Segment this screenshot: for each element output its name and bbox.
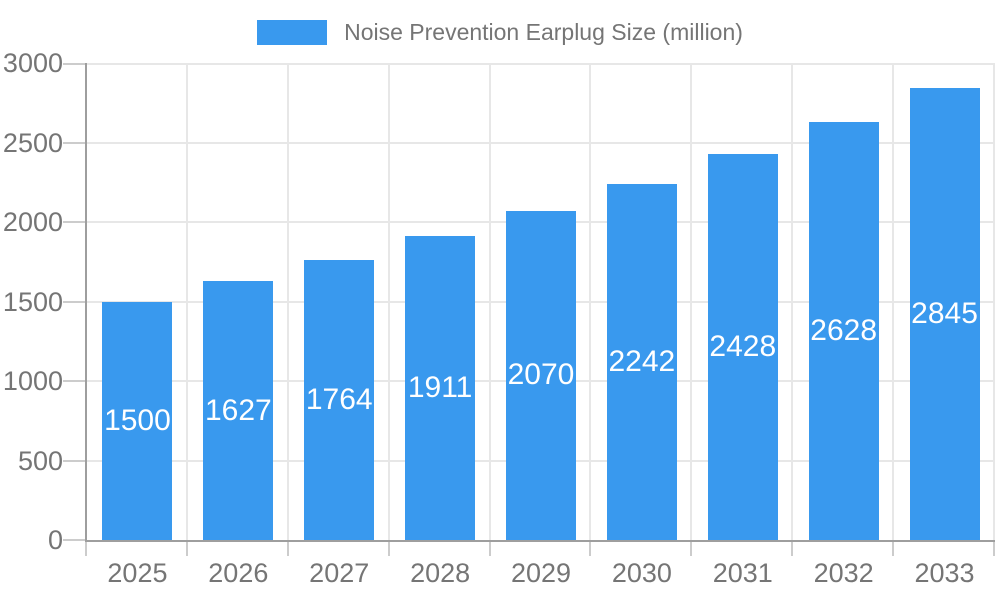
- x-tick-label: 2031: [712, 558, 773, 588]
- x-tick-label: 2032: [813, 558, 874, 588]
- x-tick-label: 2027: [309, 558, 370, 588]
- y-tick-mark: [63, 539, 87, 541]
- legend-swatch: [257, 19, 328, 45]
- y-tick-label: 500: [17, 446, 63, 476]
- bar-value-label: 1911: [407, 371, 473, 405]
- bar-2032[interactable]: 2628: [808, 122, 879, 540]
- x-gridline: [186, 63, 188, 540]
- bar-value-label: 2628: [810, 314, 878, 348]
- bar-value-label: 1627: [204, 393, 272, 427]
- y-axis-line: [85, 63, 87, 542]
- y-gridline: [87, 142, 995, 144]
- legend-item[interactable]: Noise Prevention Earplug Size (million): [257, 19, 743, 45]
- bar-value-label: 1500: [104, 403, 171, 437]
- y-tick-label: 1500: [2, 287, 63, 317]
- y-tick-mark: [63, 380, 87, 382]
- x-tick-mark: [388, 540, 390, 556]
- bar-2033[interactable]: 2845: [909, 87, 980, 540]
- y-tick-label: 3000: [2, 48, 63, 78]
- bar-2030[interactable]: 2242: [606, 183, 677, 540]
- x-tick-mark: [186, 540, 188, 556]
- bar-2031[interactable]: 2428: [707, 153, 778, 540]
- y-tick-mark: [63, 221, 87, 223]
- x-gridline: [388, 63, 390, 540]
- x-tick-label: 2033: [914, 558, 975, 588]
- x-tick-mark: [892, 540, 894, 556]
- bar-2029[interactable]: 2070: [506, 210, 576, 540]
- bar-value-label: 1764: [305, 382, 373, 416]
- y-tick-label: 2000: [2, 207, 63, 237]
- x-axis-line: [85, 540, 995, 542]
- legend-label: Noise Prevention Earplug Size (million): [344, 19, 743, 45]
- x-tick-mark: [589, 540, 591, 556]
- x-gridline: [489, 63, 491, 540]
- bar-value-label: 2242: [608, 344, 676, 378]
- bar-value-label: 2070: [507, 358, 575, 392]
- y-tick-label: 0: [47, 525, 63, 555]
- bar-2026[interactable]: 1627: [203, 281, 274, 540]
- y-tick-mark: [63, 63, 87, 65]
- x-gridline: [993, 63, 995, 540]
- y-gridline: [87, 63, 995, 65]
- x-tick-label: 2030: [611, 558, 672, 588]
- x-gridline: [892, 63, 894, 540]
- y-tick-mark: [63, 142, 87, 144]
- plot-area: 0 500 1000 1500 2000 2500 3000 2025 2026 2027 2028…: [3, 49, 995, 588]
- y-tick-mark: [63, 301, 87, 303]
- x-gridline: [589, 63, 591, 540]
- bar-value-label: 2428: [709, 329, 777, 363]
- bar-2028[interactable]: 1911: [405, 236, 476, 540]
- x-gridline: [791, 63, 793, 540]
- bar-value-label: 2845: [911, 296, 978, 330]
- x-tick-label: 2026: [208, 558, 269, 588]
- legend: Noise Prevention Earplug Size (million): [0, 19, 1000, 45]
- x-tick-label: 2028: [410, 558, 471, 588]
- x-tick-mark: [791, 540, 793, 556]
- x-tick-mark: [489, 540, 491, 556]
- x-tick-mark: [85, 540, 87, 556]
- y-tick-mark: [63, 460, 87, 462]
- x-tick-mark: [993, 540, 995, 556]
- x-tick-label: 2029: [510, 558, 572, 588]
- x-tick-mark: [690, 540, 692, 556]
- bar-2025[interactable]: 1500: [102, 301, 173, 540]
- x-gridline: [690, 63, 692, 540]
- x-gridline: [287, 63, 289, 540]
- y-tick-label: 2500: [2, 128, 63, 158]
- x-tick-mark: [287, 540, 289, 556]
- y-tick-label: 1000: [2, 366, 63, 396]
- bar-2027[interactable]: 1764: [304, 259, 375, 540]
- x-tick-label: 2025: [107, 558, 168, 588]
